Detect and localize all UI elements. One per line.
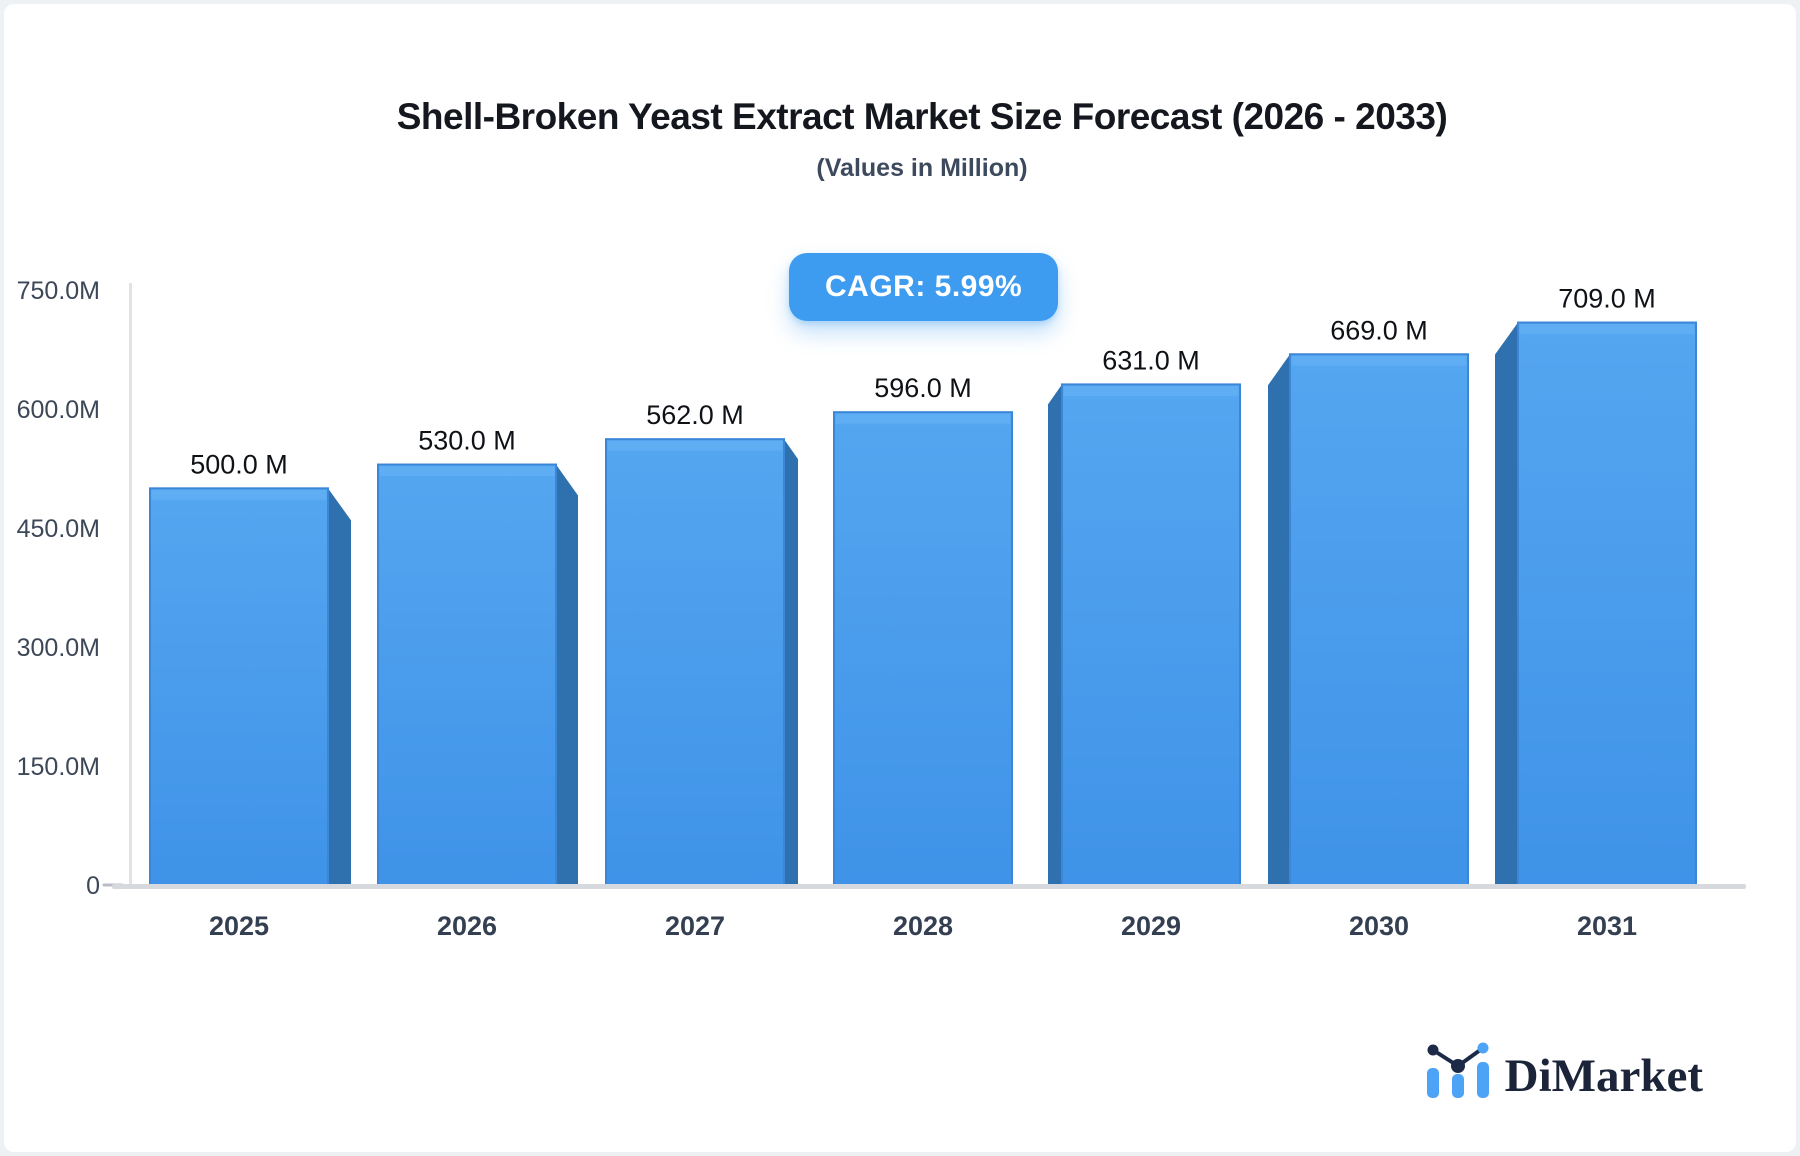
bar-side: [784, 439, 798, 885]
bar-value-label: 562.0 M: [646, 400, 744, 430]
bar: [1517, 321, 1697, 886]
y-tick-label: 600.0M: [17, 396, 100, 424]
x-axis-baseline: [112, 884, 1746, 889]
bar-top-cap: [1063, 385, 1239, 396]
chart-card: Shell-Broken Yeast Extract Market Size F…: [4, 4, 1796, 1152]
x-axis-label: 2030: [1349, 911, 1409, 941]
y-tick-label: 0: [86, 872, 100, 900]
bar-side: [1495, 322, 1518, 885]
y-tick-label: 750.0M: [17, 277, 100, 305]
y-tick-label: 150.0M: [17, 753, 100, 781]
x-axis-label: 2029: [1121, 911, 1181, 941]
chart-canvas: 750.0M 600.0M 450.0M 300.0M 150.0M 0 500.0 M 20…: [17, 277, 1746, 941]
x-axis-label: 2028: [893, 911, 953, 941]
bar: [377, 463, 557, 886]
bar-value-label: 631.0 M: [1102, 345, 1200, 375]
bar-top-cap: [607, 440, 783, 451]
bar: [1061, 383, 1241, 886]
cagr-badge: CAGR: 5.99%: [789, 253, 1059, 321]
bar-side: [328, 488, 351, 885]
x-axis-label: 2025: [209, 911, 269, 941]
bar-top-cap: [151, 489, 327, 500]
bar: [833, 411, 1013, 886]
bar-value-label: 530.0 M: [418, 426, 516, 456]
x-axis-label: 2027: [665, 911, 725, 941]
bar: [605, 438, 785, 886]
chart-subtitle: (Values in Million): [816, 154, 1028, 182]
y-tick-label: 300.0M: [17, 634, 100, 662]
y-tick-label: 450.0M: [17, 515, 100, 543]
bar-top-cap: [835, 413, 1011, 424]
x-axis-label: 2031: [1577, 911, 1637, 941]
bar: [1289, 353, 1469, 886]
bar-top-cap: [379, 466, 555, 477]
bar-side: [1268, 354, 1290, 885]
dimarket-logo-text: DiMarket: [1504, 1050, 1703, 1102]
bar-value-label: 596.0 M: [874, 373, 972, 403]
bar-side: [556, 464, 578, 885]
x-axis-label: 2026: [437, 911, 497, 941]
bar-value-label: 709.0 M: [1558, 284, 1656, 314]
dimarket-logo: DiMarket: [1425, 1042, 1703, 1100]
chart-title: Shell-Broken Yeast Extract Market Size F…: [396, 96, 1448, 137]
chart-header: Shell-Broken Yeast Extract Market Size F…: [26, 96, 1796, 183]
bar-value-label: 669.0 M: [1330, 315, 1428, 345]
bar-chart-trend-icon: [1426, 1042, 1489, 1098]
bar: [149, 487, 329, 886]
bar-top-cap: [1291, 355, 1467, 366]
bar-value-label: 500.0 M: [190, 449, 288, 479]
bar-top-cap: [1519, 324, 1695, 335]
bar-side: [1048, 384, 1062, 885]
